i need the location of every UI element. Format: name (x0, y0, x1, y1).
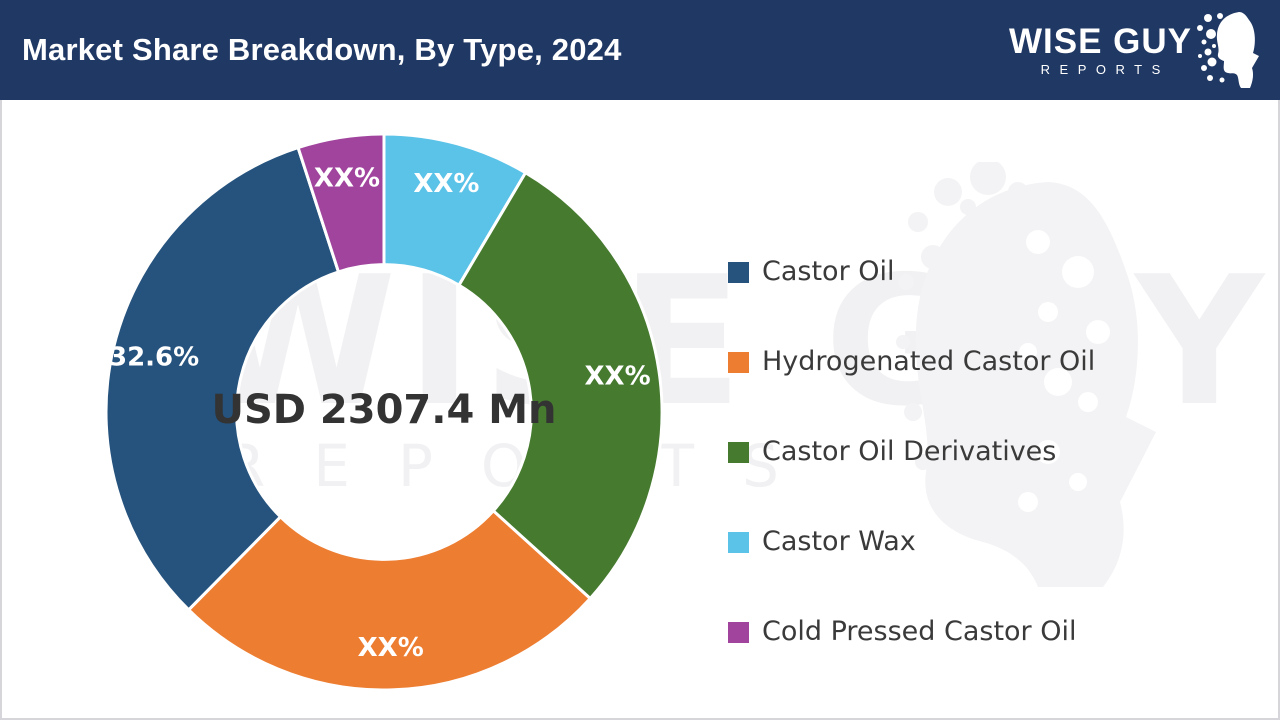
legend-swatch (728, 261, 749, 283)
legend-item: Hydrogenated Castor Oil (728, 344, 1095, 380)
legend-swatch (728, 441, 749, 463)
donut-slice (457, 171, 664, 600)
legend-item: Castor Oil Derivatives (728, 434, 1095, 470)
header-bar: Market Share Breakdown, By Type, 2024 WI… (0, 0, 1280, 100)
legend-item: Castor Oil (728, 254, 1095, 290)
logo-subtitle: REPORTS (1040, 61, 1170, 77)
slice-percent-label: XX% (413, 169, 479, 199)
legend-item: Cold Pressed Castor Oil (728, 614, 1095, 650)
logo-face-icon (1197, 12, 1259, 88)
legend-label: Hydrogenated Castor Oil (762, 346, 1096, 377)
watermark-head-silhouette (896, 162, 1156, 587)
legend-swatch (728, 351, 749, 373)
wiseguy-logo: WISE GUY REPORTS (1009, 6, 1264, 94)
legend-label: Castor Oil Derivatives (762, 436, 1057, 467)
donut-slice (104, 146, 340, 612)
chart-center-value: USD 2307.4 Mn (212, 387, 557, 433)
logo-text: WISE GUY REPORTS (1008, 21, 1192, 77)
page-title: Market Share Breakdown, By Type, 2024 (22, 32, 622, 67)
donut-slice (296, 132, 386, 274)
donut-chart: XX% XX% XX% 32.6% XX% USD 2307.4 Mn (94, 122, 674, 702)
watermark-text-line2: REPORTS (225, 432, 827, 500)
slice-percent-label: XX% (585, 362, 651, 392)
donut-slice (187, 509, 592, 692)
slice-percent-label: 32.6% (109, 343, 199, 373)
legend-label: Castor Wax (762, 526, 916, 557)
legend-label: Cold Pressed Castor Oil (762, 616, 1077, 647)
slice-percent-label: XX% (358, 633, 424, 663)
legend-swatch (728, 621, 749, 643)
legend-label: Castor Oil (762, 256, 895, 287)
legend-swatch (728, 531, 749, 553)
logo-wordmark: WISE GUY (1008, 21, 1192, 61)
slice-percent-label: XX% (314, 164, 380, 194)
legend-item: Castor Wax (728, 524, 1095, 560)
chart-legend: Castor Oil Hydrogenated Castor Oil Castor … (728, 254, 1095, 650)
